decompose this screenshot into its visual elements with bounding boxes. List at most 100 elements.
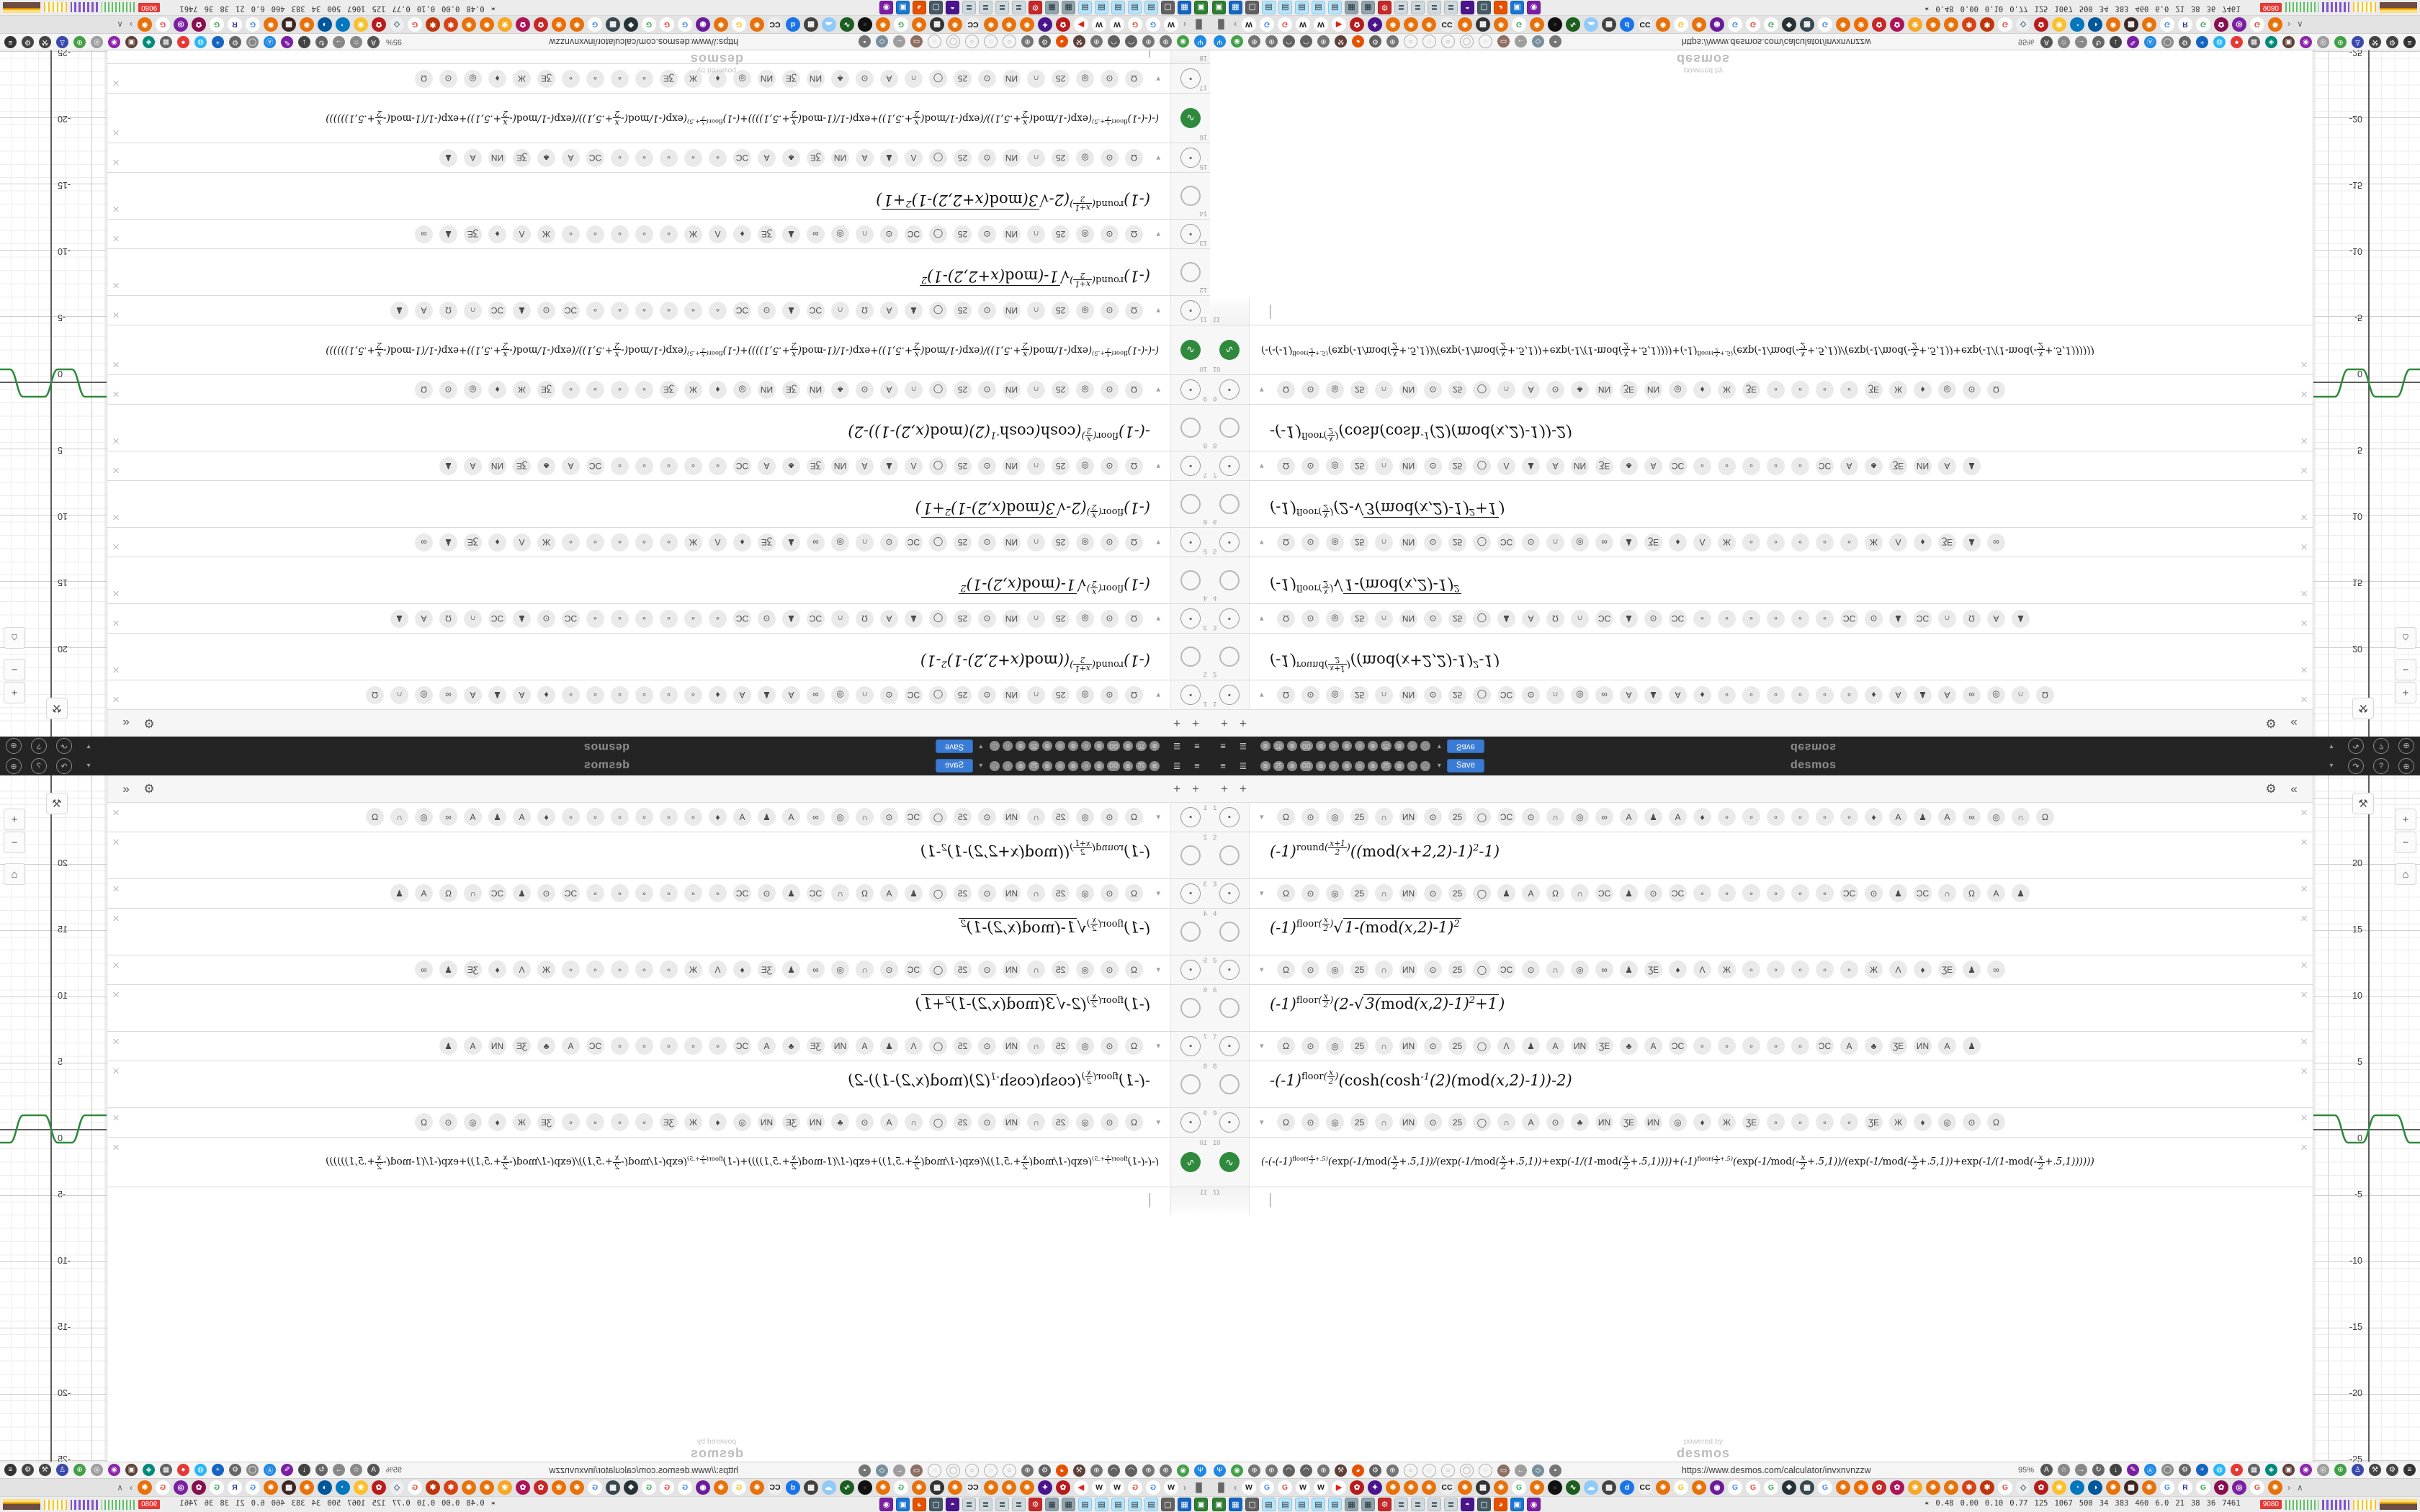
extension-icon[interactable]: ◕	[1056, 35, 1068, 48]
tab-favicon[interactable]: ❀	[1908, 1480, 1923, 1495]
tab-favicon[interactable]: CC	[965, 1480, 980, 1495]
extension-icon[interactable]: ◉	[1177, 35, 1189, 48]
tab-favicon[interactable]: ❋	[1530, 1480, 1545, 1495]
toolbar-icon[interactable]: ✎	[2127, 1464, 2139, 1476]
expression-gutter[interactable]: 15 ▪	[1170, 143, 1210, 172]
tab-favicon[interactable]: G	[2250, 1480, 2265, 1495]
expression-gutter[interactable]: 5 ▪	[1210, 955, 1250, 984]
tab-favicon[interactable]: G	[1260, 17, 1275, 32]
tab-favicon[interactable]: ▦	[1476, 17, 1491, 32]
tab-favicon[interactable]: ❋	[1692, 17, 1707, 32]
tab-favicon[interactable]: ◇	[2016, 1480, 2031, 1495]
expression-gutter[interactable]: 7 ▪	[1170, 451, 1210, 480]
dropdown-caret-icon[interactable]: ▾	[86, 761, 91, 770]
tab-favicon[interactable]: ❋	[263, 1480, 278, 1495]
expression-content[interactable]: (-1)floor(x 2)(2-√3(mod(x,2)-1)2+1)	[1250, 985, 2313, 1031]
taskbar-app-icon[interactable]: ▦	[1062, 1, 1075, 14]
share-icon[interactable]: ↷	[56, 758, 72, 774]
tab-favicon[interactable]: ✿	[1872, 17, 1887, 32]
tab-favicon[interactable]: ☁	[1584, 17, 1599, 32]
green-plot-icon[interactable]: ∿	[1180, 1152, 1201, 1172]
expression-content[interactable]: (-1)floor(x 2)√1-(mod(x,2)-1)2	[1250, 557, 2313, 603]
extension-icon[interactable]: ⊕	[1265, 35, 1278, 48]
expression-content[interactable]: -(-1)floor(x 2)(cosh(cosh-1(2)(mod(x,2)-1…	[107, 1061, 1170, 1107]
tab-favicon[interactable]: ◔	[335, 1480, 350, 1495]
share-icon[interactable]: ↷	[2348, 738, 2364, 754]
taskbar-app-icon[interactable]: ◓	[1461, 1, 1474, 14]
save-button[interactable]: Save	[935, 759, 974, 773]
tab-favicon[interactable]: ❋	[713, 17, 728, 32]
tab-favicon[interactable]: ∿	[839, 17, 854, 32]
extension-icon[interactable]: ◉	[1177, 1464, 1189, 1477]
tab-favicon[interactable]: ✦	[1368, 1480, 1383, 1495]
tab-favicon[interactable]: ❋	[2106, 17, 2121, 32]
delete-expression-button[interactable]: ×	[112, 387, 120, 401]
tab-favicon[interactable]: ▩	[2124, 17, 2139, 32]
folder-icon[interactable]: ▪	[1180, 960, 1201, 980]
expression-row[interactable]: 8 -(-1)floor(x 2)(cosh(cosh-1(2)(mod(x,2)-…	[1210, 1061, 2313, 1108]
taskbar-app-icon[interactable]: ≣	[1411, 1, 1425, 14]
tab-favicon[interactable]: W	[1314, 1480, 1329, 1495]
tab-favicon[interactable]: ❖	[1782, 17, 1797, 32]
expression-row[interactable]: 3 ▪ ▾ Ω ⊙ ◎ 25 ∩ ИN ⊙ 25 ◯ ♟ A Ω ∩ ƆC ♟ ⊙ ƆC ∘ ∘ ∘ ∘ ∘ ∘ ƆC ⊙ ♟ ƆC ∩ Ω A…	[107, 603, 1210, 633]
back-icon[interactable]: ←	[1515, 35, 1527, 48]
tab-favicon[interactable]: d	[785, 17, 800, 32]
tab-favicon[interactable]: ✿	[1055, 1480, 1070, 1495]
tab-favicon[interactable]: ✿	[533, 17, 548, 32]
tab-favicon[interactable]: ❋	[1422, 17, 1437, 32]
taskbar-app-icon[interactable]: ≣	[962, 1, 976, 14]
expression-row[interactable]: 7 ▪ ▾ Ω ⊙ ◎ 25 ∩ ИN ⊙ 25 ◯ Λ ♟ A ИN ƷE ♣ A ƆC ∘ ∘ ∘ ∘ ∘ ƆC A ♣ ƷE ИN A…	[1210, 451, 2313, 480]
folder-icon[interactable]: ▪	[1180, 224, 1201, 244]
extension-icon[interactable]: ◠	[1125, 35, 1137, 48]
tab-favicon[interactable]: G	[731, 17, 746, 32]
tab-favicon[interactable]: G	[1145, 1480, 1160, 1495]
tab-favicon[interactable]: ✿	[2214, 1480, 2229, 1495]
taskbar-app-icon[interactable]: ▣	[1510, 1, 1524, 14]
tab-favicon[interactable]: G	[245, 1480, 260, 1495]
toolbar-icon[interactable]: ⚙	[22, 1464, 34, 1476]
tab-favicon[interactable]: ❋	[479, 1480, 494, 1495]
delete-expression-button[interactable]: ×	[112, 616, 120, 630]
extension-icon[interactable]: ◉	[1231, 35, 1243, 48]
folder-collapse-icon[interactable]: ▾	[1156, 230, 1160, 238]
taskbar-app-icon[interactable]: ▤	[1312, 1, 1325, 14]
toolbar-icon[interactable]: A	[2040, 36, 2053, 48]
extension-icon[interactable]: ⊕	[1265, 1464, 1278, 1477]
tab-favicon[interactable]: ❋	[299, 1480, 314, 1495]
taskbar-app-icon[interactable]: ◓	[946, 1, 959, 14]
folder-icon[interactable]: ▪	[1219, 1112, 1240, 1133]
toolbar-icon[interactable]: ◉	[2300, 1464, 2312, 1476]
expression-content[interactable]: ▾ Ω ⊙ ◎ 25 ∩ ИN ⊙ 25 ◯ ∩ A ⊙ ♣ ИN ƷE ИN ◎ ♦ Ж ƷE ∘ ∘ ∘ ∘ ƷE Ж ♦ ◎ ⊙ Ω	[107, 1108, 1170, 1137]
hidden-plot-icon[interactable]	[1180, 998, 1201, 1018]
toolbar-icon[interactable]: Ⓐ	[2144, 36, 2156, 48]
tab-scroll-control[interactable]: ▐▌	[1215, 19, 1228, 30]
globe-icon[interactable]: ⊕	[2398, 758, 2414, 774]
tab-favicon[interactable]: G	[2250, 17, 2265, 32]
expression-content[interactable]: (-1)round(x+1 2)(2-√3(mod(x+2,2)-1)2+1)	[107, 173, 1170, 219]
taskbar-app-icon[interactable]: ▦	[1045, 1, 1059, 14]
hidden-plot-icon[interactable]	[1180, 1074, 1201, 1094]
taskbar-app-icon[interactable]: ◉	[1527, 1498, 1541, 1511]
help-icon[interactable]: ?	[31, 738, 47, 754]
toolbar-icon[interactable]: ⚒	[2369, 1464, 2381, 1476]
delete-expression-button[interactable]: ×	[112, 232, 120, 246]
tab-favicon[interactable]: ●	[857, 17, 872, 32]
folder-icon[interactable]: ▪	[1180, 300, 1201, 320]
help-icon[interactable]: ?	[31, 758, 47, 774]
folder-collapse-icon[interactable]: ▾	[1260, 462, 1264, 470]
toolbar-icon[interactable]: ⚙	[2179, 36, 2191, 48]
tab-favicon[interactable]: ☁	[1584, 1480, 1599, 1495]
delete-expression-button[interactable]: ×	[2300, 988, 2308, 1002]
taskbar-app-icon[interactable]: ◉	[879, 1, 893, 14]
delete-expression-button[interactable]: ×	[2300, 616, 2308, 630]
toolbar-icon[interactable]: +	[212, 36, 224, 48]
tab-favicon[interactable]: ∿	[839, 1480, 854, 1495]
delete-expression-button[interactable]: ×	[2300, 1140, 2308, 1154]
toolbar-icon[interactable]: ◎	[2317, 36, 2329, 48]
expression-gutter[interactable]: 6	[1170, 985, 1210, 1031]
tab-favicon[interactable]: ☁	[821, 1480, 836, 1495]
expression-row[interactable]: 5 ▪ ▾ Ω ⊙ ◎ 25 ∩ ИN ⊙ 25 ◯ ƆC ⊙ ∩ ◎ ∞ ♟ ƷE ♦ Λ Ж ∘ ∘ ∘ ∘ ∘ Ж Λ ♦ ƷE ♟ ∞ ×	[1210, 955, 2313, 985]
delete-expression-button[interactable]: ×	[112, 308, 120, 322]
graph-title[interactable]: ◍ 25 ◍ ΩΩ ◍ o ◍ ◎ ◍ 25 ◍ ∩…	[990, 760, 1160, 771]
expression-row[interactable]: 5 ▪ ▾ Ω ⊙ ◎ 25 ∩ ИN ⊙ 25 ◯ ƆC ⊙ ∩ ◎ ∞ ♟ ƷE ♦ Λ Ж ∘ ∘ ∘ ∘ ∘ Ж Λ ♦ ƷE ♟ ∞ ×	[107, 527, 1210, 557]
